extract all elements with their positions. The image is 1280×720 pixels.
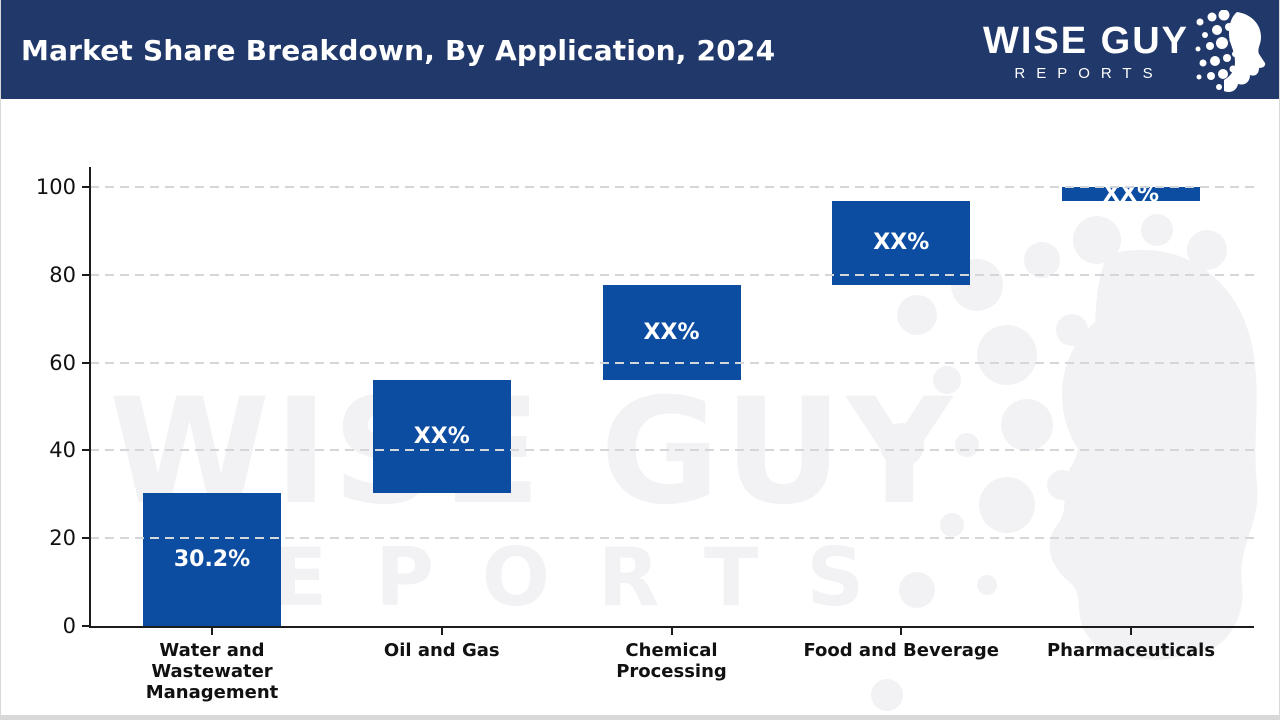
logo-wordmark: WISE GUY REPORTS (982, 20, 1189, 82)
y-axis-line (89, 167, 91, 628)
y-tick-label-60: 60 (49, 350, 76, 375)
logo-face-icon (1195, 10, 1266, 93)
x-axis-line (89, 626, 1254, 628)
header-bar: Market Share Breakdown, By Application, … (1, 0, 1279, 99)
y-tick-label-0: 0 (62, 614, 76, 638)
y-tick-label-100: 100 (35, 175, 76, 199)
x-tick-label-1: Water and Wastewater Management (145, 640, 279, 703)
x-tick-5 (1130, 628, 1132, 635)
gridline-40 (90, 449, 1254, 452)
x-tick-1 (211, 628, 213, 635)
y-tick-60 (82, 361, 90, 364)
bar-value-label-5: XX% (1103, 181, 1159, 207)
y-tick-100 (82, 186, 90, 188)
page-title: Market Share Breakdown, By Application, … (21, 34, 776, 67)
y-tick-80 (82, 273, 90, 276)
y-tick-label-20: 20 (49, 526, 76, 551)
x-tick-label-2: Oil and Gas (383, 640, 500, 661)
y-tick-40 (82, 449, 90, 452)
bar-value-label-4: XX% (873, 230, 930, 256)
x-tick-2 (440, 628, 443, 635)
wise-guy-logo: WISE GUY REPORTS (983, 10, 1267, 94)
x-tick-4 (900, 628, 903, 635)
bar-1: 30.2% (143, 493, 281, 626)
bar-2: XX% (372, 380, 511, 494)
gridline-100 (90, 186, 1254, 188)
gridline-20 (90, 537, 1254, 540)
y-tick-label-40: 40 (49, 438, 76, 463)
footer-strip (1, 715, 1279, 720)
bar-value-label-1: 30.2% (173, 547, 251, 573)
logo-text-wise-guy: WISE GUY (982, 20, 1189, 63)
bar-value-label-3: XX% (643, 320, 700, 346)
bar-3: XX% (602, 284, 741, 381)
x-tick-label-5: Pharmaceuticals (1046, 640, 1216, 661)
logo-text-reports: REPORTS (1014, 64, 1164, 82)
bar-4: XX% (832, 201, 971, 285)
bar-value-label-2: XX% (413, 424, 470, 450)
watermark-face-icon (871, 214, 1258, 711)
chart-area: WISE GUY REPORTS 0 20 40 60 80 100 30.2% Water … (1, 99, 1279, 715)
y-tick-0 (82, 625, 90, 627)
y-tick-20 (82, 537, 90, 540)
x-tick-3 (670, 628, 673, 635)
x-tick-label-4: Food and Beverage (803, 640, 1000, 661)
bar-5: XX% (1062, 182, 1200, 207)
gridline-80 (90, 273, 1254, 276)
gridline-60 (90, 361, 1254, 364)
x-tick-label-3: Chemical Processing (616, 640, 727, 682)
y-tick-label-80: 80 (49, 262, 76, 287)
